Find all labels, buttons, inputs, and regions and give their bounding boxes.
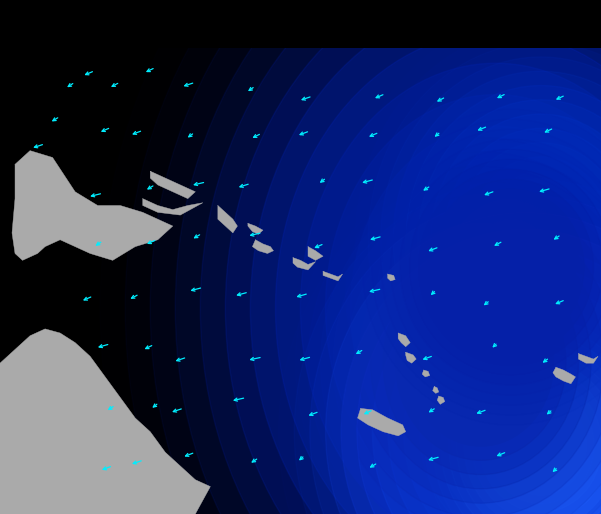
Polygon shape <box>252 240 273 253</box>
Polygon shape <box>422 370 430 377</box>
Ellipse shape <box>419 169 601 365</box>
Ellipse shape <box>456 353 601 514</box>
Ellipse shape <box>419 315 601 514</box>
Polygon shape <box>358 409 406 436</box>
Ellipse shape <box>468 157 601 323</box>
Ellipse shape <box>358 223 601 503</box>
Ellipse shape <box>380 57 601 423</box>
Polygon shape <box>433 387 439 393</box>
Ellipse shape <box>395 266 566 461</box>
Ellipse shape <box>350 126 601 490</box>
Ellipse shape <box>421 295 541 432</box>
Ellipse shape <box>447 199 575 335</box>
Ellipse shape <box>464 361 601 514</box>
Ellipse shape <box>333 195 601 514</box>
Ellipse shape <box>444 128 601 351</box>
Ellipse shape <box>487 387 594 504</box>
Ellipse shape <box>448 344 601 514</box>
Ellipse shape <box>150 0 601 514</box>
Ellipse shape <box>357 247 601 514</box>
Ellipse shape <box>504 405 579 487</box>
Ellipse shape <box>441 336 601 514</box>
Ellipse shape <box>373 264 601 514</box>
Ellipse shape <box>376 157 601 459</box>
Ellipse shape <box>451 350 601 514</box>
Polygon shape <box>323 271 343 281</box>
Ellipse shape <box>341 229 601 514</box>
Ellipse shape <box>391 350 601 514</box>
Polygon shape <box>398 333 410 347</box>
Ellipse shape <box>368 43 601 437</box>
Ellipse shape <box>294 178 601 514</box>
Ellipse shape <box>425 319 601 514</box>
Ellipse shape <box>472 370 601 514</box>
Ellipse shape <box>393 71 601 408</box>
Polygon shape <box>293 258 316 270</box>
Ellipse shape <box>346 209 601 514</box>
Ellipse shape <box>381 129 601 405</box>
Ellipse shape <box>391 139 601 395</box>
Ellipse shape <box>466 219 556 315</box>
Ellipse shape <box>406 85 601 394</box>
Polygon shape <box>406 352 416 363</box>
Ellipse shape <box>388 281 601 514</box>
Ellipse shape <box>438 189 584 345</box>
Ellipse shape <box>428 179 593 355</box>
Ellipse shape <box>300 63 601 514</box>
Ellipse shape <box>418 100 601 380</box>
Ellipse shape <box>275 32 601 514</box>
Polygon shape <box>150 171 195 198</box>
Ellipse shape <box>326 95 601 514</box>
Ellipse shape <box>409 159 601 375</box>
Ellipse shape <box>326 212 601 514</box>
Ellipse shape <box>175 0 601 514</box>
Polygon shape <box>388 274 395 281</box>
Polygon shape <box>143 198 203 215</box>
Ellipse shape <box>408 280 554 446</box>
Ellipse shape <box>400 149 601 385</box>
Ellipse shape <box>480 379 601 512</box>
Text: Arrows show the wind wave direction: Arrows show the wind wave direction <box>176 33 425 46</box>
Ellipse shape <box>456 209 566 325</box>
Ellipse shape <box>435 333 601 514</box>
Ellipse shape <box>346 144 601 446</box>
Ellipse shape <box>433 327 601 514</box>
Polygon shape <box>218 206 237 233</box>
Ellipse shape <box>308 166 601 514</box>
Ellipse shape <box>310 195 601 514</box>
Polygon shape <box>308 247 323 260</box>
Polygon shape <box>0 329 210 514</box>
Ellipse shape <box>251 1 601 514</box>
Ellipse shape <box>456 143 601 337</box>
Polygon shape <box>12 151 172 260</box>
Ellipse shape <box>404 298 601 514</box>
Ellipse shape <box>431 114 601 365</box>
Ellipse shape <box>320 180 601 514</box>
Ellipse shape <box>495 396 587 495</box>
Polygon shape <box>437 396 445 405</box>
Polygon shape <box>579 354 598 363</box>
Polygon shape <box>553 368 576 384</box>
Ellipse shape <box>200 0 601 514</box>
Ellipse shape <box>481 171 601 308</box>
Text: Secondary Swell energy on Saturday 22 Mar at 11pm +11: Secondary Swell energy on Saturday 22 Ma… <box>46 7 555 25</box>
Ellipse shape <box>371 237 591 489</box>
Polygon shape <box>248 223 263 234</box>
Ellipse shape <box>383 252 579 474</box>
Ellipse shape <box>225 0 601 514</box>
